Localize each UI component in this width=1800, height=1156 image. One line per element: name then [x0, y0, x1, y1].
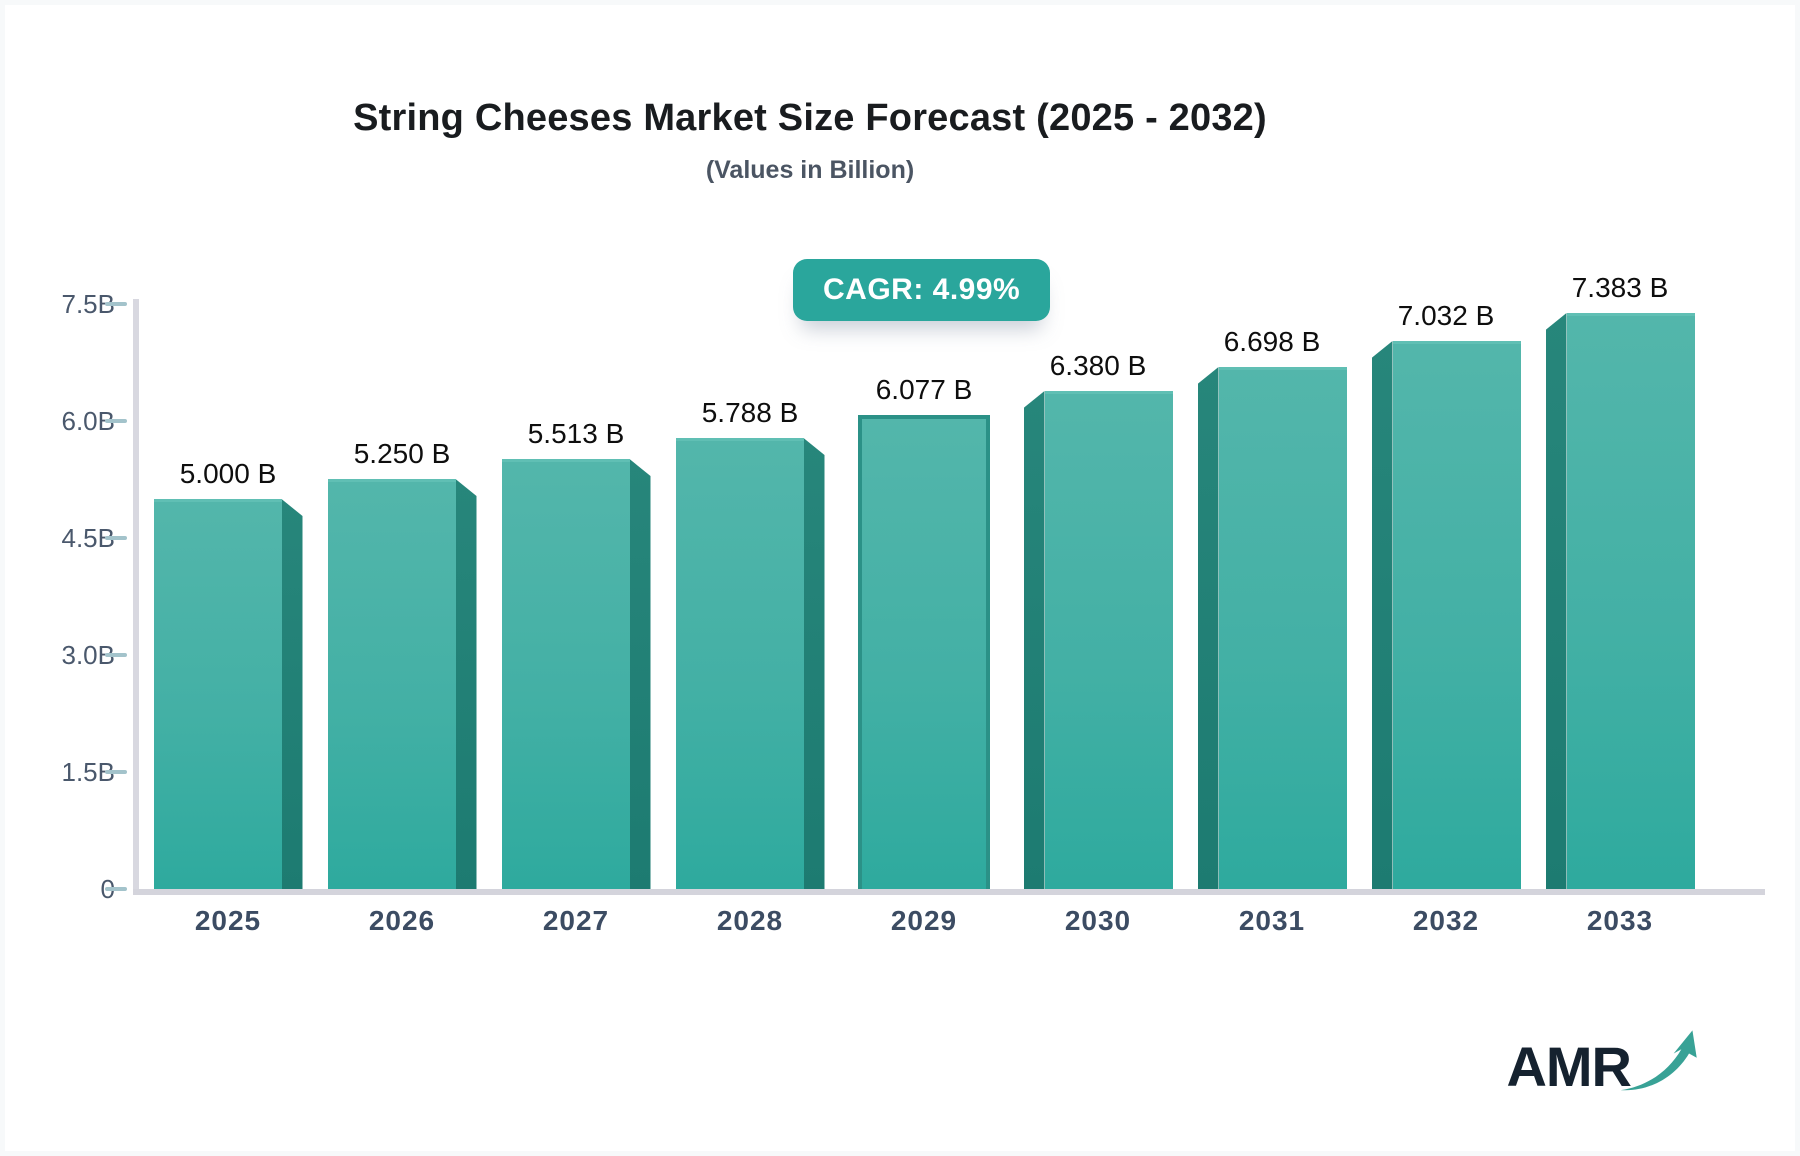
y-tick-label: 1.5B: [61, 757, 116, 787]
bar-side-shading: [629, 459, 651, 889]
bar-value-label: 7.383 B: [1571, 272, 1669, 303]
y-axis-line: [133, 299, 139, 895]
y-tick-dash: [105, 770, 127, 774]
bar-side-shading: [1023, 391, 1045, 889]
bar-value-label: 5.000 B: [179, 458, 277, 489]
bar-value-label: 6.380 B: [1049, 350, 1147, 381]
bar-value-label: 5.513 B: [527, 418, 625, 449]
bar-value-label: 6.077 B: [875, 374, 973, 405]
bar-value-label: 5.788 B: [701, 397, 799, 428]
bar-face: [1392, 341, 1521, 889]
bar-group-2027: 5.513 B: [489, 418, 663, 889]
bar-side-shading: [1545, 313, 1567, 889]
x-tick-label: 2030: [1064, 905, 1132, 936]
bar-group-2026: 5.250 B: [315, 438, 489, 889]
bar-face: [1044, 391, 1173, 889]
y-tick-dash: [105, 536, 127, 540]
bar-group-2032: 7.032 B: [1359, 300, 1533, 889]
y-tick-dash: [105, 302, 127, 306]
amr-logo-text: AMR: [1506, 1034, 1632, 1098]
bar-side-shading: [803, 438, 825, 889]
bar: [153, 499, 303, 889]
bar-face: [1566, 313, 1695, 889]
bar-face: [675, 438, 804, 889]
bar-face: [501, 459, 630, 889]
x-tick-label: 2027: [542, 905, 610, 936]
bar: [1023, 391, 1173, 889]
y-tick-label: 6.0B: [61, 406, 116, 436]
y-tick-label: 7.5B: [61, 289, 116, 319]
amr-logo: AMR: [1506, 1030, 1703, 1102]
y-tick-label: 0: [5, 874, 115, 905]
y-tick-dash: [105, 653, 127, 657]
bar-group-2028: 5.788 B: [663, 397, 837, 889]
growth-arrow-icon: [1617, 1027, 1703, 1102]
bar: [858, 415, 990, 889]
bar-face: [1218, 367, 1347, 889]
y-tick-label: 4.5B: [61, 523, 116, 553]
cagr-badge: CAGR: 4.99%: [793, 259, 1051, 321]
x-tick-label: 2026: [368, 905, 436, 936]
bar-group-2029: 6.077 B: [837, 374, 1011, 889]
bar-series: 5.000 B 5.250 B 5.513 B 5.788 B 6.077 B 6.380…: [141, 272, 1707, 889]
bar: [501, 459, 651, 889]
bar-value-label: 7.032 B: [1397, 300, 1495, 331]
x-tick-label: 2033: [1586, 905, 1654, 936]
bar: [327, 479, 477, 889]
bar-side-shading: [1197, 367, 1219, 889]
bar-face: [327, 479, 456, 889]
bar-side-shading: [455, 479, 477, 889]
bar-side-shading: [1371, 341, 1393, 889]
bar: [1371, 341, 1521, 889]
bar-value-label: 6.698 B: [1223, 326, 1321, 357]
bar-group-2030: 6.380 B: [1011, 350, 1185, 889]
bar-face: [858, 415, 990, 889]
chart-header: String Cheeses Market Size Forecast (202…: [5, 97, 1615, 185]
bar: [1197, 367, 1347, 889]
x-tick-label: 2025: [194, 905, 262, 936]
x-tick-label: 2029: [890, 905, 958, 936]
bar: [675, 438, 825, 889]
bar-value-label: 5.250 B: [353, 438, 451, 469]
chart-subtitle: (Values in Billion): [705, 156, 915, 184]
bar-group-2025: 5.000 B: [141, 458, 315, 889]
bar-group-2033: 7.383 B: [1533, 272, 1707, 889]
x-tick-label: 2031: [1238, 905, 1306, 936]
bar: [1545, 313, 1695, 889]
x-axis-labels: 2025 2026 2027 2028 2029 2030 2031 2032 2033: [141, 905, 1707, 937]
x-tick-label: 2028: [716, 905, 784, 936]
bar-group-2031: 6.698 B: [1185, 326, 1359, 889]
x-tick-label: 2032: [1412, 905, 1480, 936]
bar-side-shading: [281, 499, 303, 889]
y-tick-label: 3.0B: [61, 640, 116, 670]
bar-face: [153, 499, 282, 889]
chart-title: String Cheeses Market Size Forecast (202…: [353, 97, 1267, 139]
y-tick-dash: [105, 419, 127, 423]
y-tick-dash: [105, 887, 127, 891]
x-axis-line: [133, 889, 1765, 895]
